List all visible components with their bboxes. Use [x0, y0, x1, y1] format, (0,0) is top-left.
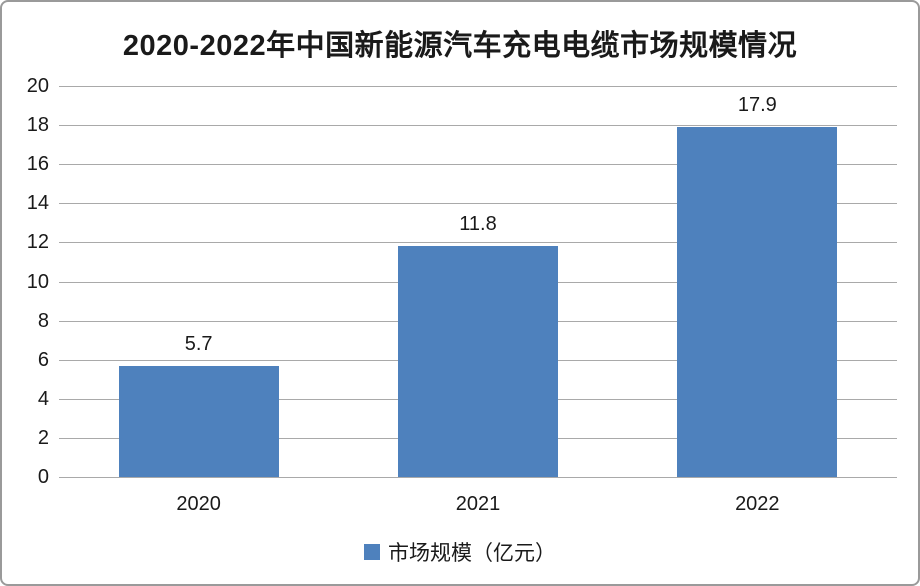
- legend: 市场规模（亿元）: [2, 537, 918, 567]
- y-tick-label: 16: [26, 153, 49, 176]
- legend-marker-icon: [364, 544, 380, 560]
- bar-2020: [118, 365, 279, 477]
- y-tick-label: 14: [26, 192, 49, 215]
- y-tick-label: 0: [37, 466, 49, 488]
- bar-2022: [677, 127, 838, 477]
- bar-value-label: 5.7: [184, 332, 213, 355]
- gridline: [59, 242, 897, 244]
- gridline: [59, 125, 897, 127]
- legend-label: 市场规模（亿元）: [388, 542, 556, 565]
- y-tick-label: 12: [26, 231, 49, 254]
- bar-value-label: 17.9: [737, 94, 777, 117]
- y-tick-label: 8: [37, 309, 49, 332]
- x-tick-label: 2021: [455, 493, 501, 515]
- x-tick-label: 2022: [735, 493, 780, 515]
- y-tick-label: 20: [26, 75, 49, 97]
- gridline: [59, 86, 897, 87]
- y-tick-label: 10: [26, 270, 49, 293]
- y-tick-label: 4: [37, 387, 49, 410]
- bar-value-label: 11.8: [459, 213, 497, 236]
- x-axis-line: [59, 477, 897, 478]
- plot-area: 5.7 11.8 17.9: [59, 86, 897, 478]
- y-tick-label: 18: [26, 114, 49, 137]
- chart-title: 2020-2022年中国新能源汽车充电电缆市场规模情况: [122, 30, 798, 62]
- y-tick-label: 6: [37, 348, 49, 371]
- y-tick-label: 2: [37, 426, 49, 449]
- bar-2021: [398, 246, 558, 477]
- gridline: [59, 203, 897, 205]
- gridline: [59, 164, 897, 166]
- x-tick-label: 2020: [176, 493, 221, 515]
